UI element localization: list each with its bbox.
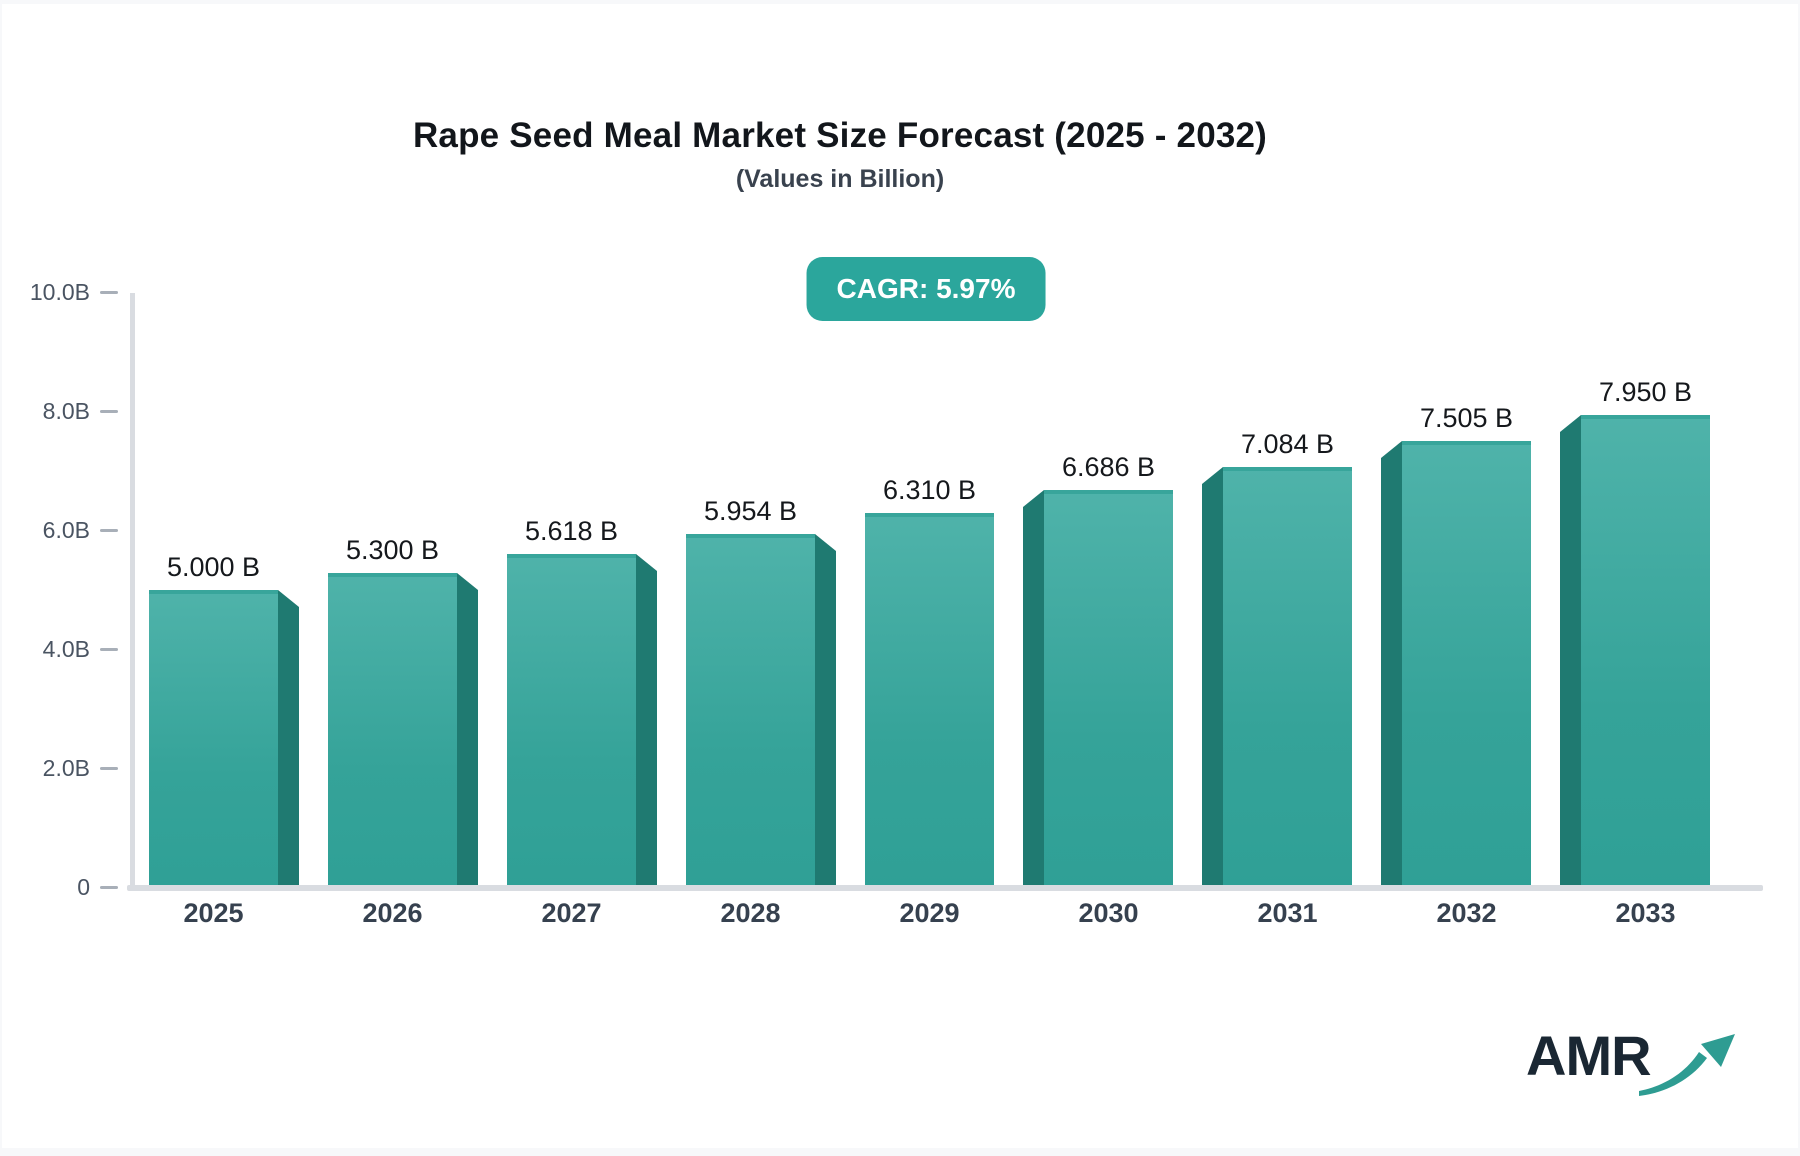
bar-top-edge (328, 573, 457, 577)
x-axis-label-2031: 2031 (1257, 898, 1318, 928)
amr-logo: AMR (1526, 1028, 1739, 1104)
bar-side-face (278, 590, 299, 888)
y-tick-mark (100, 410, 118, 413)
bar-slot-2031: 7.084 B (1198, 293, 1377, 888)
bar-2026: 5.300 B (328, 535, 478, 888)
page-edge-right (1798, 0, 1800, 1156)
bar-value-label: 6.310 B (882, 475, 977, 505)
y-tick-label: 2.0B (42, 755, 90, 781)
y-tick-mark (100, 529, 118, 532)
x-axis-label-2030: 2030 (1078, 898, 1139, 928)
x-axis-label-2033: 2033 (1615, 898, 1676, 928)
bar-slot-2026: 5.300 B (303, 293, 482, 888)
bar-slot-2029: 6.310 B (840, 293, 1019, 888)
x-axis-labels: 2025 2026 2027 2028 2029 2030 2031 2032 2033 (124, 898, 1735, 938)
bar-slot-2025: 5.000 B (124, 293, 303, 888)
bar-top-edge (686, 534, 815, 538)
bar-slot-2032: 7.505 B (1377, 293, 1556, 888)
x-axis-label-2025: 2025 (183, 898, 244, 928)
bar-top-edge (1044, 490, 1173, 494)
x-axis-label-2029: 2029 (899, 898, 960, 928)
bar-2030: 6.686 B (1023, 452, 1173, 888)
bar-slot-2027: 5.618 B (482, 293, 661, 888)
bar-2031: 7.084 B (1202, 429, 1352, 888)
cagr-badge-label: CAGR: 5.97% (836, 273, 1016, 304)
bar-value-label: 6.686 B (1061, 452, 1156, 482)
y-tick-label: 8.0B (42, 398, 90, 424)
bar-side-face (1560, 415, 1581, 888)
bar-side-face (815, 534, 836, 888)
bar-side-face (457, 573, 478, 888)
bar-2033: 7.950 B (1560, 377, 1710, 888)
bar-side-face (1381, 441, 1402, 888)
bar-value-label: 5.954 B (703, 496, 798, 526)
page-edge-bottom (0, 1148, 1800, 1156)
y-tick-label: 0 (77, 874, 90, 900)
cagr-badge: CAGR: 5.97% (806, 257, 1046, 321)
bar-slot-2030: 6.686 B (1019, 293, 1198, 888)
bar-top-edge (865, 513, 994, 517)
bar-top-edge (149, 590, 278, 594)
y-tick-label: 10.0B (29, 279, 90, 305)
page-edge-top (0, 0, 1800, 4)
y-tick-mark (100, 648, 118, 651)
bar-2028: 5.954 B (686, 496, 836, 888)
bar-2027: 5.618 B (507, 516, 657, 888)
y-tick-label: 6.0B (42, 517, 90, 543)
bar-2029: 6.310 B (865, 475, 994, 888)
x-axis-label-2026: 2026 (362, 898, 423, 928)
bar-side-face (636, 554, 657, 888)
x-axis-line (127, 885, 1763, 891)
bar-value-label: 7.505 B (1419, 403, 1514, 433)
plot-area: 5.000 B 5.300 B 5.618 B 5.954 B 6.310 B 6.686… (124, 293, 1735, 888)
bar-top-edge (1402, 441, 1531, 445)
y-tick-label: 4.0B (42, 636, 90, 662)
bar-value-label: 7.950 B (1598, 377, 1693, 407)
bar-slot-2028: 5.954 B (661, 293, 840, 888)
growth-arrow-icon (1638, 1034, 1735, 1096)
y-tick-mark (100, 767, 118, 770)
y-tick-mark (100, 886, 118, 889)
bar-side-face (1202, 467, 1223, 888)
bar-2025: 5.000 B (149, 552, 299, 888)
bar-side-face (1023, 490, 1044, 888)
bar-top-edge (507, 554, 636, 558)
chart-title: Rape Seed Meal Market Size Forecast (202… (412, 116, 1268, 155)
bar-value-label: 5.300 B (345, 535, 440, 565)
bar-value-label: 5.000 B (166, 552, 261, 582)
bar-slot-2033: 7.950 B (1556, 293, 1735, 888)
chart-subtitle: (Values in Billion) (735, 165, 945, 193)
page-edge-left (0, 0, 2, 1156)
x-axis-label-2027: 2027 (541, 898, 602, 928)
x-axis-label-2032: 2032 (1436, 898, 1497, 928)
y-tick-mark (100, 291, 118, 294)
y-axis: 10.0B 8.0B 6.0B 4.0B 2.0B 0 (0, 279, 130, 900)
bar-top-edge (1223, 467, 1352, 471)
x-axis-label-2028: 2028 (720, 898, 781, 928)
y-axis-line (130, 293, 135, 888)
bar-top-edge (1581, 415, 1710, 419)
amr-logo-text: AMR (1526, 1024, 1652, 1087)
bar-value-label: 5.618 B (524, 516, 619, 546)
bar-value-label: 7.084 B (1240, 429, 1335, 459)
bar-2032: 7.505 B (1381, 403, 1531, 888)
